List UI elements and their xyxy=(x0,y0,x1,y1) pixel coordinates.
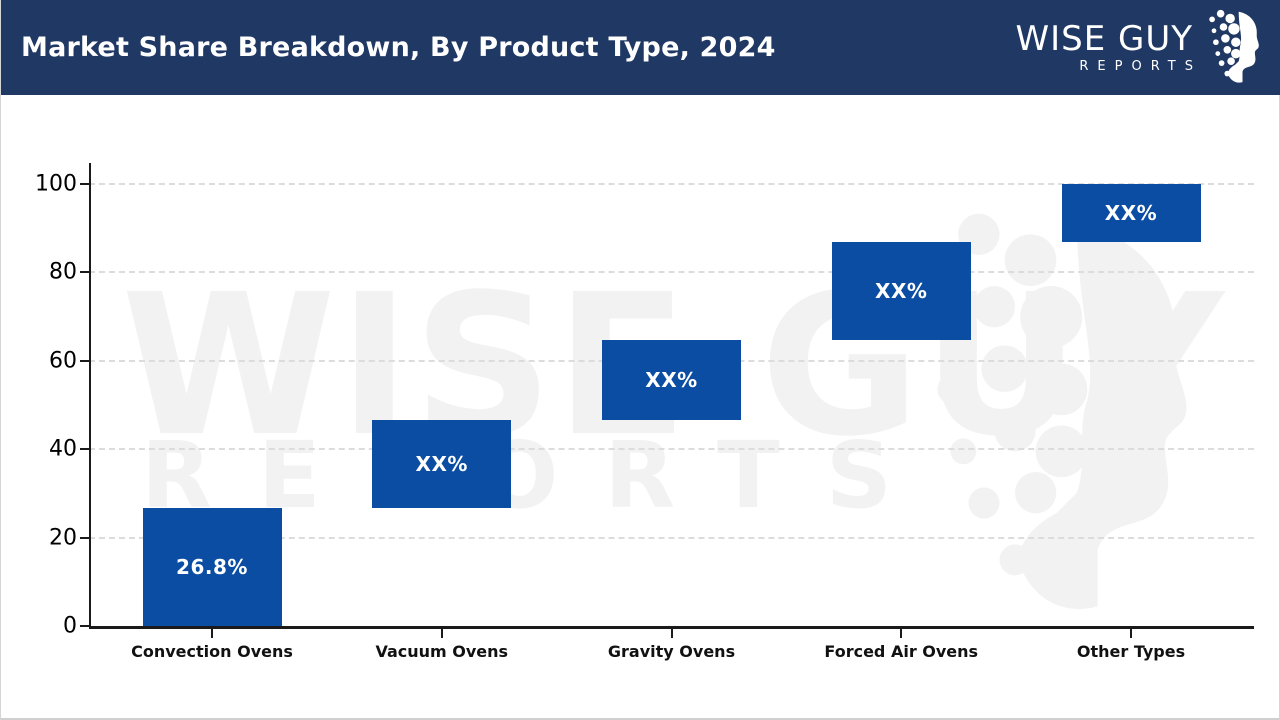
y-axis-tick xyxy=(80,271,89,274)
x-tick-label: Forced Air Ovens xyxy=(824,642,979,661)
x-tick-label: Convection Ovens xyxy=(131,642,293,661)
watermark-brand-subname: REPORTS xyxy=(141,422,939,529)
bar-value-label: XX% xyxy=(875,279,928,304)
gridline xyxy=(89,271,1254,274)
y-tick-label: 40 xyxy=(49,436,77,462)
y-axis-tick xyxy=(80,536,89,539)
brand-name: WISE GUY xyxy=(1015,18,1193,59)
gridline xyxy=(89,536,1254,539)
header-band: Market Share Breakdown, By Product Type,… xyxy=(1,0,1280,95)
brand-subname: REPORTS xyxy=(1079,58,1202,74)
y-tick-label: 100 xyxy=(35,171,77,197)
x-tick-label: Gravity Ovens xyxy=(607,642,736,661)
bar-value-label: 26.8% xyxy=(176,554,248,579)
y-tick-label: 60 xyxy=(49,348,77,374)
gridline xyxy=(89,448,1254,451)
y-tick-label: 0 xyxy=(63,613,77,639)
bar-value-label: XX% xyxy=(645,368,698,393)
y-axis xyxy=(89,163,91,628)
y-tick-label: 20 xyxy=(49,525,77,551)
page-title: Market Share Breakdown, By Product Type,… xyxy=(21,32,776,63)
x-tick-label: Vacuum Ovens xyxy=(375,642,509,661)
x-axis xyxy=(89,626,1254,629)
bar-value-label: XX% xyxy=(1104,201,1158,226)
gridline xyxy=(89,183,1254,185)
y-axis-tick xyxy=(80,448,89,451)
y-axis-tick xyxy=(80,183,89,185)
x-axis-tick xyxy=(1130,629,1132,638)
dotted-face-logo-icon xyxy=(1199,8,1267,88)
bar-segment: XX% xyxy=(602,340,741,420)
y-axis-tick xyxy=(80,359,89,362)
bar-segment: XX% xyxy=(831,242,971,341)
bar-segment: XX% xyxy=(1061,184,1201,243)
x-axis-tick xyxy=(670,629,673,638)
brand-logo-text: WISE GUY REPORTS xyxy=(1015,22,1193,74)
waterfall-chart: 0 20 40 60 80 100 26.8% Convection Ovens XX% Vacu… xyxy=(1,95,1280,720)
bar-segment: XX% xyxy=(372,420,512,508)
x-axis-tick xyxy=(900,629,903,638)
brand-logo: WISE GUY REPORTS xyxy=(1015,8,1280,88)
x-axis-tick xyxy=(440,629,443,638)
x-axis-tick xyxy=(211,629,213,638)
x-tick-label: Other Types xyxy=(1076,642,1186,661)
y-tick-label: 80 xyxy=(49,259,77,285)
y-axis-tick xyxy=(80,625,89,627)
bar-segment: 26.8% xyxy=(142,507,282,626)
bar-value-label: XX% xyxy=(415,451,468,476)
